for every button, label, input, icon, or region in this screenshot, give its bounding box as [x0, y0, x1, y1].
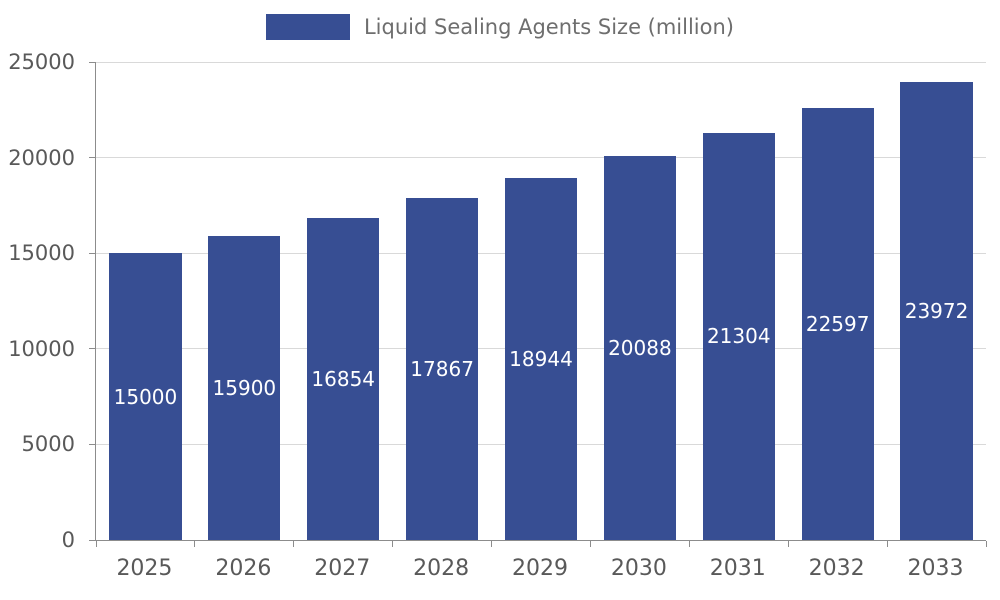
bar: 22597 — [801, 107, 874, 540]
bar: 18944 — [504, 177, 578, 540]
x-axis-tick — [491, 541, 493, 547]
y-tick-label: 10000 — [8, 336, 75, 361]
y-axis-tick — [89, 157, 95, 159]
y-axis-tick — [89, 61, 95, 63]
y-axis-tick — [89, 443, 95, 445]
x-axis-tick — [95, 541, 97, 547]
x-axis-tick — [293, 541, 295, 547]
x-axis-tick — [688, 541, 690, 547]
bar-value-label: 22597 — [805, 311, 870, 336]
x-tick-label: 2029 — [512, 556, 568, 581]
y-axis: 0 5000 10000 15000 20000 25000 — [0, 50, 85, 552]
bar-value-label: 20088 — [608, 335, 672, 360]
gridline — [96, 61, 986, 63]
y-tick-label: 5000 — [21, 432, 75, 457]
y-axis-tick — [89, 252, 95, 254]
bar-value-label: 15900 — [212, 376, 277, 400]
bar-value-label: 15000 — [113, 384, 178, 409]
gridline — [96, 157, 986, 159]
bar: 15900 — [208, 236, 281, 540]
bar-value-label: 23972 — [904, 298, 969, 323]
x-tick-label: 2033 — [907, 556, 964, 581]
plot-area: 15000 15900 16854 17867 18944 20088 21304 22597… — [89, 61, 987, 547]
x-tick-label: 2025 — [116, 556, 173, 581]
x-axis-tick — [589, 541, 591, 547]
bar: 16854 — [307, 217, 380, 540]
bar: 21304 — [702, 132, 775, 540]
y-tick-label: 20000 — [8, 145, 75, 170]
x-axis-tick — [985, 541, 987, 547]
bar: 17867 — [406, 198, 479, 540]
legend[interactable]: Liquid Sealing Agents Size (million) — [0, 14, 1000, 40]
bar-value-label: 18944 — [509, 346, 573, 371]
x-tick-label: 2026 — [215, 556, 272, 581]
bar: 15000 — [109, 253, 182, 540]
y-tick-label: 0 — [61, 528, 75, 552]
bar-value-label: 16854 — [311, 366, 376, 391]
x-axis-tick — [392, 541, 394, 547]
bar: 23972 — [900, 81, 973, 540]
bar: 20088 — [603, 155, 676, 540]
legend-swatch[interactable] — [265, 14, 350, 40]
x-axis-tick — [886, 541, 888, 547]
x-tick-label: 2031 — [709, 556, 766, 581]
x-axis: 2025 2026 2027 2028 2029 2030 2031 2032 2033 — [95, 540, 985, 590]
x-tick-label: 2032 — [808, 556, 865, 581]
legend-label[interactable]: Liquid Sealing Agents Size (million) — [363, 15, 734, 39]
bar-value-label: 17867 — [410, 357, 474, 382]
y-axis-tick — [89, 348, 95, 350]
x-axis-tick — [194, 541, 196, 547]
x-tick-label: 2027 — [314, 556, 371, 581]
bar-value-label: 21304 — [706, 324, 771, 349]
y-tick-label: 25000 — [8, 50, 75, 74]
y-tick-label: 15000 — [8, 241, 75, 266]
x-axis-tick — [787, 541, 789, 547]
y-axis-tick — [89, 539, 95, 541]
x-tick-label: 2028 — [413, 556, 470, 581]
x-tick-label: 2030 — [610, 556, 667, 581]
